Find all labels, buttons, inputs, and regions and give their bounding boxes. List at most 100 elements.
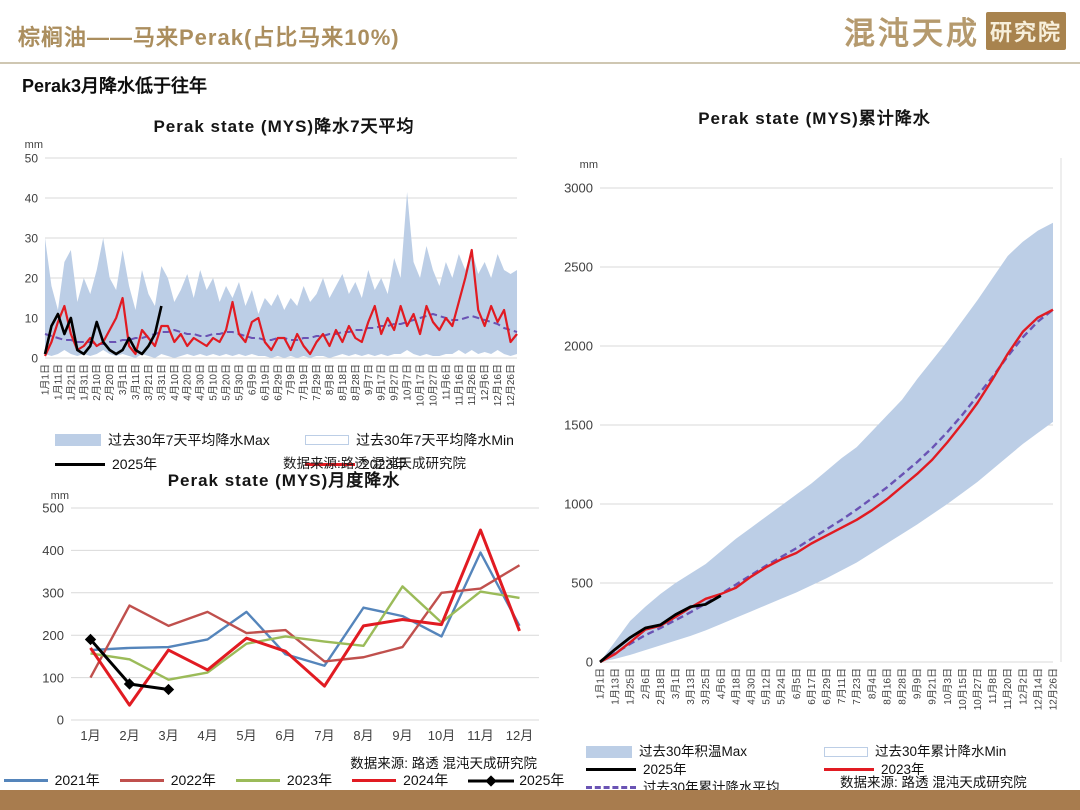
svg-text:9月27日: 9月27日 [389,364,401,401]
svg-text:3月: 3月 [158,728,178,743]
svg-text:40: 40 [25,191,38,205]
svg-text:5月30日: 5月30日 [233,364,245,401]
svg-text:5月24日: 5月24日 [776,668,788,705]
svg-text:1月13日: 1月13日 [610,668,622,705]
svg-text:1500: 1500 [564,418,593,433]
legend-label: 2025年 [112,456,158,472]
svg-text:200: 200 [42,628,64,643]
svg-text:10月27日: 10月27日 [427,364,439,406]
legend-label: 过去30年7天平均降水Min [356,432,514,448]
logo-badge: 研究院 [985,11,1066,50]
series-过去30年累计降水Max-Min区间 [600,222,1053,662]
svg-text:9月21日: 9月21日 [927,668,939,705]
legend-swatch [352,778,397,782]
svg-text:1月31日: 1月31日 [78,364,90,401]
svg-text:9月: 9月 [392,728,412,743]
legend-item: 2024年 [352,770,448,790]
svg-text:2月6日: 2月6日 [640,668,652,699]
chart-cumulative: Perak state (MYS)累计降水 0 500 1000 1500 2000 25… [562,104,1067,795]
legend-swatch [824,746,868,757]
legend-label: 2025年 [643,762,687,777]
legend-item: 2023年 [235,770,333,790]
chart-cumulative-title: Perak state (MYS)累计降水 [698,109,931,128]
chart-cumulative-legend: 过去30年积温Max 过去30年累计降水Min 2025年 2023年 过去30年累计降… [562,744,1067,795]
svg-text:3月25日: 3月25日 [700,668,712,705]
legend-swatch [119,778,164,782]
chart-monthly-legend: 2021年 2022年 2023年 2024年 2025年 [3,770,564,790]
svg-text:1月1日: 1月1日 [595,668,607,699]
legend-item: 过去30年7天平均降水Min [305,430,543,450]
svg-text:7月23日: 7月23日 [851,668,863,705]
svg-text:2000: 2000 [564,339,593,354]
svg-text:2月: 2月 [119,728,139,743]
series-2023年 [90,585,520,681]
svg-text:11月26日: 11月26日 [466,364,478,406]
svg-text:6月29日: 6月29日 [821,668,833,705]
svg-text:11月20日: 11月20日 [1002,668,1014,710]
svg-text:0: 0 [57,713,64,728]
svg-text:1000: 1000 [564,497,593,512]
svg-text:10月17日: 10月17日 [415,364,427,406]
legend-swatch [235,778,280,782]
svg-text:6月17日: 6月17日 [806,668,818,705]
svg-text:12月16日: 12月16日 [492,364,504,406]
legend-swatch [824,768,874,771]
svg-text:500: 500 [571,576,593,591]
svg-text:8月4日: 8月4日 [866,668,878,699]
svg-text:50: 50 [25,151,38,165]
svg-text:8月18日: 8月18日 [337,364,349,401]
legend-item: 2023年 [824,762,1067,777]
chart-7day-average: Perak state (MYS)降水7天平均 0 10 20 30 40 50 mm 1月1… [25,112,543,474]
svg-text:3000: 3000 [564,181,593,196]
svg-text:4月18日: 4月18日 [730,668,742,705]
series-2025年 [599,594,722,664]
legend-swatch [586,745,632,758]
legend-label: 过去30年积温Max [639,744,748,759]
legend-swatch [468,774,515,787]
svg-text:9月17日: 9月17日 [376,364,388,401]
svg-text:7月11日: 7月11日 [836,668,848,704]
legend-item: 过去30年7天平均降水Max [55,430,305,450]
chart-7day-title: Perak state (MYS)降水7天平均 [153,117,415,136]
svg-text:3月31日: 3月31日 [156,364,168,401]
legend-label: 2023年 [286,772,333,788]
legend-item: 2025年 [468,770,564,790]
svg-text:4月10日: 4月10日 [169,364,181,401]
svg-text:6月9日: 6月9日 [246,364,258,395]
svg-text:10月3日: 10月3日 [942,668,954,705]
legend-item: 过去30年累计降水Min [824,744,1067,759]
data-source: 数据来源: 路透 混沌天成研究院 [840,775,1027,790]
legend-swatch [586,768,636,771]
svg-text:4月30日: 4月30日 [746,668,758,705]
legend-label: 2023年 [881,762,925,777]
svg-text:5月: 5月 [236,728,256,743]
svg-text:mm: mm [51,490,69,502]
svg-text:4月30日: 4月30日 [195,364,207,401]
legend-item: 2021年 [3,770,100,790]
legend-swatch [3,778,48,782]
svg-text:5月20日: 5月20日 [221,364,233,401]
svg-text:8月28日: 8月28日 [350,364,362,401]
chart-monthly-title: Perak state (MYS)月度降水 [167,471,401,490]
chart-cumulative-canvas: 0 500 1000 1500 2000 2500 3000 mm 1月1日 1月13日 1月25日… [564,158,1062,710]
svg-text:10月27日: 10月27日 [972,668,984,710]
svg-text:0: 0 [31,351,38,365]
svg-text:1月25日: 1月25日 [625,668,637,705]
svg-text:20: 20 [25,271,38,285]
svg-text:11月: 11月 [467,728,494,743]
svg-text:11月6日: 11月6日 [440,364,452,400]
legend-swatch [586,786,636,789]
svg-text:2月18日: 2月18日 [655,668,667,705]
svg-text:5月10日: 5月10日 [208,364,220,401]
legend-item: 过去30年积温Max [586,744,824,759]
svg-text:10月7日: 10月7日 [402,364,414,401]
legend-swatch [55,434,101,446]
svg-text:10月15日: 10月15日 [957,668,969,710]
svg-text:9月7日: 9月7日 [363,364,375,395]
svg-text:12月26日: 12月26日 [1048,668,1060,710]
series-2023年 [44,248,518,357]
svg-text:1月21日: 1月21日 [65,364,77,401]
svg-text:7月9日: 7月9日 [285,364,297,395]
legend-label: 2021年 [54,772,100,788]
